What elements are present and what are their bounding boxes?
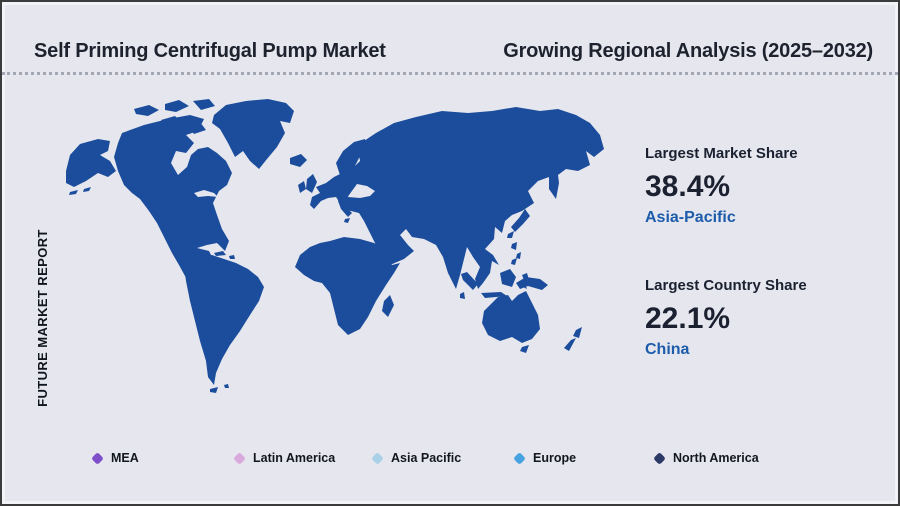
landmass-japan — [507, 209, 530, 238]
stats-panel: Largest Market Share 38.4% Asia-Pacific … — [645, 145, 895, 409]
landmass-new-guinea — [516, 277, 548, 290]
stat-market-share-region: Asia-Pacific — [645, 209, 736, 226]
stat-country-share-value: 22.1% — [645, 302, 731, 335]
legend-item-europe: Europe — [513, 449, 577, 467]
landmass-greenland — [212, 99, 294, 169]
landmass-africa — [295, 237, 400, 335]
stat-market-share: Largest Market Share 38.4% Asia-Pacific — [645, 145, 895, 227]
landmass-canadian-archipelago — [134, 99, 215, 134]
landmass-uk-ireland — [298, 174, 317, 193]
legend-label-north-america: North America — [673, 451, 759, 465]
legend-label-mea: MEA — [111, 451, 139, 465]
header: Self Priming Centrifugal Pump Market Gro… — [2, 2, 898, 75]
landmass-aleutians — [69, 187, 91, 195]
landmass-eurasia — [310, 107, 604, 289]
landmass-philippines — [511, 242, 521, 265]
landmass-new-zealand — [564, 327, 582, 351]
landmass-tierra-del-fuego — [210, 384, 229, 393]
page-title-left: Self Priming Centrifugal Pump Market — [34, 40, 386, 62]
stat-market-share-value: 38.4% — [645, 170, 731, 203]
legend-item-mea: MEA — [91, 449, 139, 467]
legend-swatch-asia-pacific-icon — [371, 451, 384, 465]
legend-label-asia-pacific: Asia Pacific — [391, 451, 462, 465]
landmass-australia — [482, 291, 540, 343]
legend-label-latin-america: Latin America — [253, 451, 336, 465]
landmass-iceland — [290, 154, 307, 167]
landmass-alaska — [66, 139, 116, 187]
legend-swatch-north-america-icon — [653, 451, 666, 465]
world-map — [66, 99, 604, 393]
map-landmasses — [66, 99, 604, 393]
landmass-sri-lanka — [460, 292, 465, 299]
legend-item-latin-america: Latin America — [233, 449, 336, 467]
legend-swatch-europe-icon — [513, 451, 526, 465]
landmass-indonesia — [461, 269, 529, 298]
legend-item-asia-pacific: Asia Pacific — [371, 449, 462, 467]
landmass-tasmania — [520, 345, 529, 353]
landmass-madagascar — [382, 295, 394, 317]
stat-country-share-region: China — [645, 341, 690, 358]
page-title-right: Growing Regional Analysis (2025–2032) — [503, 40, 873, 62]
legend-label-europe: Europe — [533, 451, 577, 465]
landmass-caribbean — [214, 251, 235, 259]
legend-swatch-mea-icon — [91, 451, 104, 465]
landmass-italy — [338, 195, 352, 223]
stat-market-share-label: Largest Market Share — [645, 145, 798, 162]
landmass-south-america — [184, 255, 264, 385]
legend-item-north-america: North America — [653, 449, 759, 467]
brand-watermark: FUTURE MARKET REPORT — [35, 229, 50, 407]
legend-swatch-latin-america-icon — [233, 451, 246, 465]
lake-great-lakes — [194, 190, 218, 197]
stat-country-share: Largest Country Share 22.1% China — [645, 277, 895, 359]
landmass-north-america — [114, 115, 232, 279]
stat-country-share-label: Largest Country Share — [645, 277, 807, 294]
